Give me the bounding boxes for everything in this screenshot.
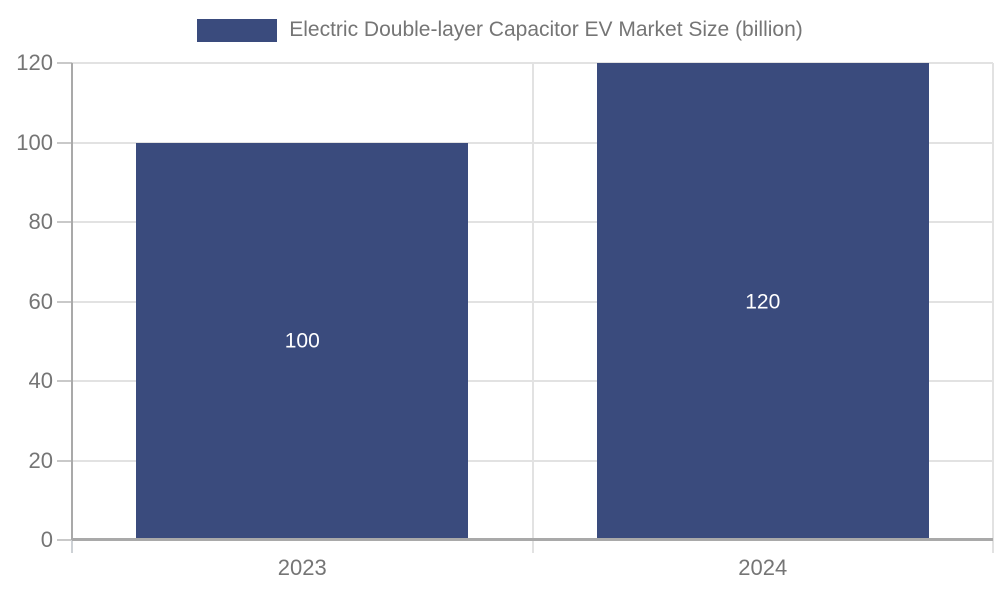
y-tick — [57, 380, 72, 383]
y-tick — [57, 539, 72, 541]
plot-area: 0 20 40 60 80 100 120 100 2023 120 2024 — [16, 52, 994, 579]
y-tick — [57, 459, 72, 462]
legend-swatch — [197, 18, 278, 42]
y-tick — [57, 141, 72, 144]
bar[interactable]: 100 — [136, 142, 469, 540]
bar[interactable]: 120 — [596, 63, 929, 540]
legend[interactable]: Electric Double-layer Capacitor EV Marke… — [0, 18, 1000, 42]
y-tick-label: 40 — [28, 368, 53, 394]
y-tick-label: 80 — [28, 209, 53, 235]
y-axis-line — [71, 63, 73, 540]
x-band-gridline — [992, 63, 994, 553]
y-tick — [57, 300, 72, 303]
y-tick-label: 100 — [16, 129, 53, 155]
legend-label: Electric Double-layer Capacitor EV Marke… — [289, 18, 803, 41]
x-tick-label: 2024 — [738, 555, 788, 580]
y-tick — [57, 62, 72, 64]
y-tick — [57, 221, 72, 224]
y-tick-label: 20 — [28, 447, 53, 473]
y-tick-label: 120 — [16, 50, 53, 75]
x-tick-label: 2023 — [277, 555, 327, 580]
axis-bottom-tick — [71, 540, 73, 553]
y-tick-label: 0 — [40, 527, 53, 552]
x-axis-line — [72, 538, 993, 541]
x-band-gridline — [531, 63, 534, 553]
bar-value-label: 120 — [745, 290, 781, 313]
bar-value-label: 100 — [284, 329, 320, 353]
y-tick-label: 60 — [28, 288, 53, 314]
